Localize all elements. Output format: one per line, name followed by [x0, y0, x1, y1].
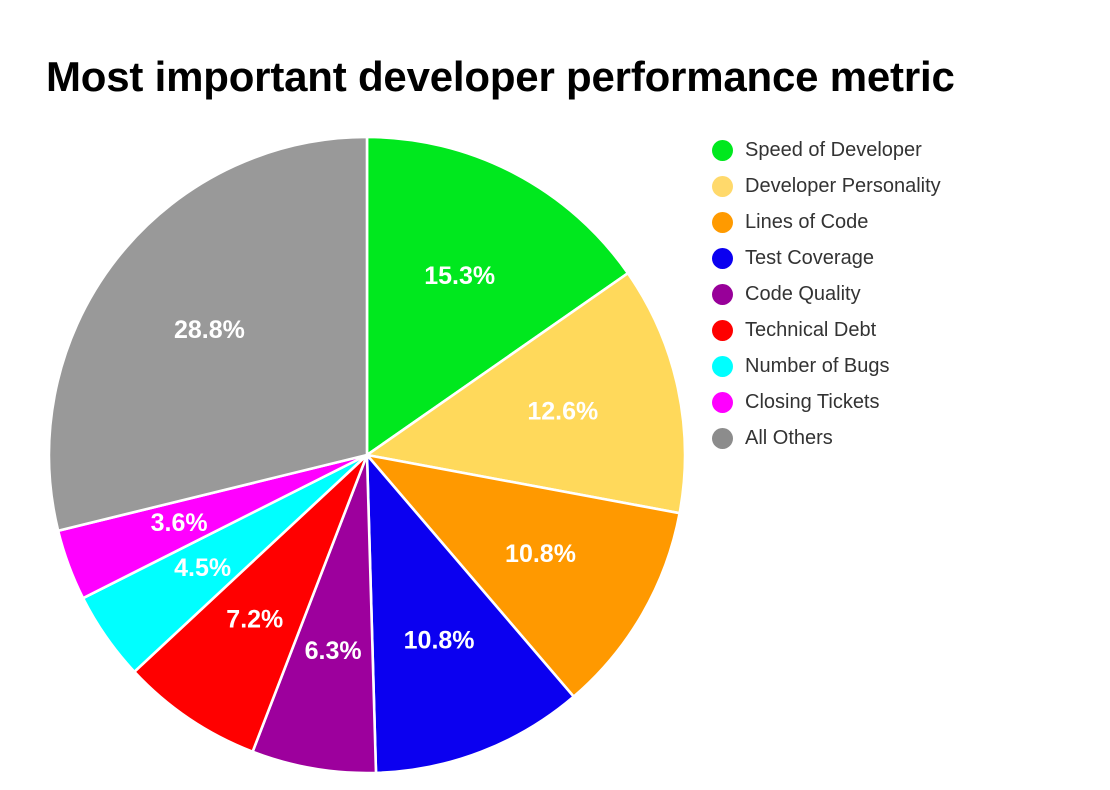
- legend-item[interactable]: Technical Debt: [712, 312, 1092, 348]
- pie-slice-value-label: 28.8%: [174, 316, 245, 344]
- legend-item-label: Developer Personality: [745, 175, 941, 197]
- legend-item-label: Lines of Code: [745, 211, 869, 233]
- pie-slice[interactable]: [250, 454, 378, 775]
- chart-legend: Speed of Developer Developer Personality L…: [712, 132, 1092, 456]
- legend-item[interactable]: All Others: [712, 420, 1092, 456]
- pie-slice-value-label: 10.8%: [404, 627, 475, 655]
- legend-item[interactable]: Number of Bugs: [712, 348, 1092, 384]
- pie-slice-value-label: 7.2%: [226, 606, 283, 634]
- pie-slice-value-label: 15.3%: [424, 262, 495, 290]
- legend-item[interactable]: Developer Personality: [712, 168, 1092, 204]
- legend-color-swatch-icon: [712, 427, 733, 449]
- page-title: Most important developer performance met…: [46, 53, 955, 100]
- legend-item[interactable]: Closing Tickets: [712, 384, 1092, 420]
- pie-slice[interactable]: [132, 454, 369, 754]
- legend-item[interactable]: Code Quality: [712, 276, 1092, 312]
- pie-slice-labels-group: 15.3% 12.6% 10.8% 10.8% 6.3% 7.2% 4.5% 3.6% 28.8…: [151, 262, 599, 665]
- pie-slice[interactable]: [365, 135, 630, 458]
- pie-slice-value-label: 6.3%: [305, 637, 362, 665]
- legend-item-label: Code Quality: [745, 283, 861, 305]
- pie-slice[interactable]: [365, 451, 576, 775]
- legend-color-swatch-icon: [712, 391, 733, 413]
- legend-item[interactable]: Lines of Code: [712, 204, 1092, 240]
- legend-color-swatch-icon: [712, 319, 733, 341]
- legend-color-swatch-icon: [712, 355, 733, 377]
- legend-item[interactable]: Test Coverage: [712, 240, 1092, 276]
- pie-slice-value-label: 4.5%: [174, 554, 231, 582]
- legend-item-label: Speed of Developer: [745, 139, 922, 161]
- pie-slice-value-label: 12.6%: [527, 397, 598, 425]
- legend-color-swatch-icon: [712, 247, 733, 269]
- legend-color-swatch-icon: [712, 139, 733, 161]
- legend-item-label: Technical Debt: [745, 319, 877, 341]
- pie-slices-group: [47, 135, 687, 775]
- legend-item[interactable]: Speed of Developer: [712, 132, 1092, 168]
- legend-item-label: Closing Tickets: [745, 391, 880, 413]
- pie-slice-value-label: 10.8%: [505, 540, 576, 568]
- legend-color-swatch-icon: [712, 211, 733, 233]
- pie-plot-area: 15.3% 12.6% 10.8% 10.8% 6.3% 7.2% 4.5% 3.6% 28.8…: [47, 135, 687, 775]
- pie-slice-value-label: 3.6%: [151, 509, 208, 537]
- legend-item-label: All Others: [745, 427, 833, 449]
- pie-slice[interactable]: [363, 453, 682, 699]
- legend-color-swatch-icon: [712, 175, 733, 197]
- legend-item-label: Number of Bugs: [745, 355, 890, 377]
- pie-slice[interactable]: [363, 271, 687, 515]
- legend-color-swatch-icon: [712, 283, 733, 305]
- pie-svg: 15.3% 12.6% 10.8% 10.8% 6.3% 7.2% 4.5% 3.6% 28.8…: [47, 135, 687, 775]
- legend-item-label: Test Coverage: [745, 247, 874, 269]
- pie-slice[interactable]: [47, 135, 369, 533]
